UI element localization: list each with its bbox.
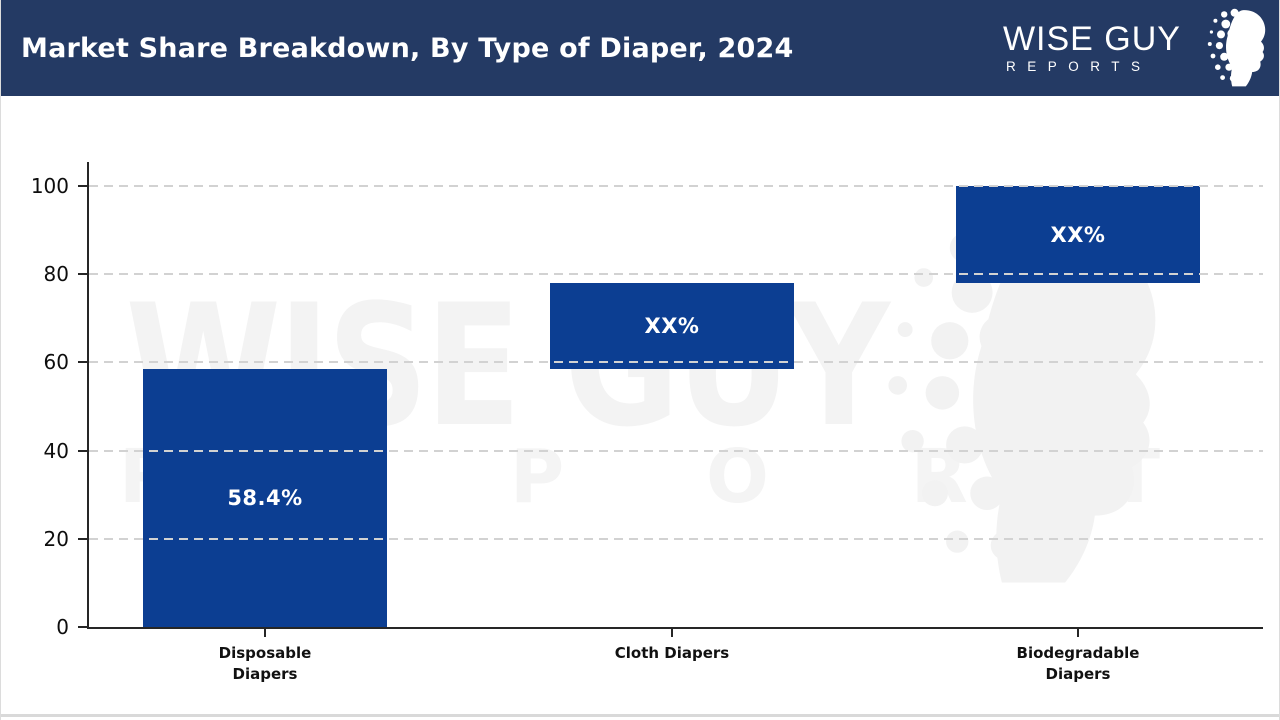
y-tick-label-60: 60 [43,350,69,375]
x-axis-label-disposable: Disposable Diapers [218,644,312,683]
y-tick-label-80: 80 [43,262,69,287]
y-tick-60 [78,361,87,364]
plot-area: 0 20 40 60 80 100 58.4% XX% XX% Disposable Di… [31,162,1263,683]
bar-cloth-diapers: XX% [550,283,794,370]
y-tick-100 [78,185,87,187]
logo-wordmark: WISE GUY REPORTS [1003,22,1181,74]
x-tick-cloth [671,629,673,637]
logo-wordmark-line1: WISE GUY [1002,20,1181,58]
logo-wordmark-line2: REPORTS [1005,59,1152,74]
y-tick-label-40: 40 [43,438,69,463]
x-axis-label-biodegradable: Biodegradable Diapers [1016,644,1140,683]
wiseguy-logo: WISE GUY REPORTS [1003,6,1269,90]
chart-title: Market Share Breakdown, By Type of Diape… [21,32,794,64]
x-tick-disposable [264,629,266,637]
y-tick-20 [78,537,87,540]
gridline-60 [89,361,1263,364]
y-tick-label-0: 0 [56,615,69,639]
y-tick-80 [78,273,87,276]
y-tick-0 [78,626,87,628]
bar-disposable-diapers: 58.4% [143,369,387,627]
bar-value-label: 58.4% [227,486,303,511]
bar-biodegradable-diapers: XX% [956,186,1200,284]
x-axis-line [87,627,1263,629]
bar-value-label: XX% [1050,222,1106,247]
logo-face-icon [1189,6,1269,90]
y-axis-line [87,162,89,629]
gridline-80 [89,273,1263,276]
gridline-40 [89,449,1263,452]
x-tick-biodegradable [1077,629,1079,637]
gridline-20 [89,537,1263,540]
gridline-100 [89,185,1263,187]
y-tick-label-20: 20 [43,526,69,551]
bottom-border-line [1,714,1279,717]
header-band: Market Share Breakdown, By Type of Diape… [1,0,1279,96]
y-tick-label-100: 100 [30,174,69,198]
y-tick-40 [78,449,87,452]
x-axis-label-cloth: Cloth Diapers [614,644,730,662]
bar-value-label: XX% [644,314,700,339]
